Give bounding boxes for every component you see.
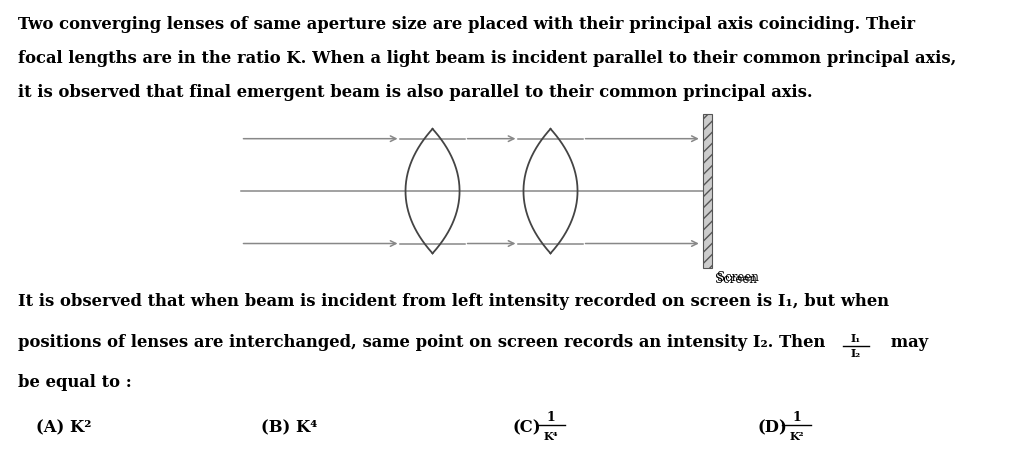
Text: Screen: Screen: [718, 271, 759, 284]
Text: positions of lenses are interchanged, same point on screen records an intensity : positions of lenses are interchanged, sa…: [18, 334, 929, 350]
Text: be equal to :: be equal to :: [18, 374, 132, 390]
Text: (D): (D): [758, 419, 787, 436]
Text: K⁴: K⁴: [544, 431, 558, 442]
Bar: [703, 114, 713, 268]
Text: Two converging lenses of same aperture size are placed with their principal axis: Two converging lenses of same aperture s…: [18, 16, 915, 33]
Text: 1: 1: [793, 411, 801, 424]
Text: Screen: Screen: [716, 273, 757, 286]
Text: K²: K²: [790, 431, 804, 442]
Text: I₁: I₁: [851, 333, 861, 344]
Text: it is observed that final emergent beam is also parallel to their common princip: it is observed that final emergent beam …: [18, 84, 813, 101]
Text: focal lengths are in the ratio K. When a light beam is incident parallel to thei: focal lengths are in the ratio K. When a…: [18, 50, 956, 67]
Text: (B) K⁴: (B) K⁴: [261, 419, 317, 436]
Text: I₂: I₂: [851, 348, 861, 359]
Text: 1: 1: [547, 411, 555, 424]
Text: (A) K²: (A) K²: [36, 419, 91, 436]
Text: It is observed that when beam is incident from left intensity recorded on screen: It is observed that when beam is inciden…: [18, 293, 890, 310]
Text: (C): (C): [512, 419, 541, 436]
